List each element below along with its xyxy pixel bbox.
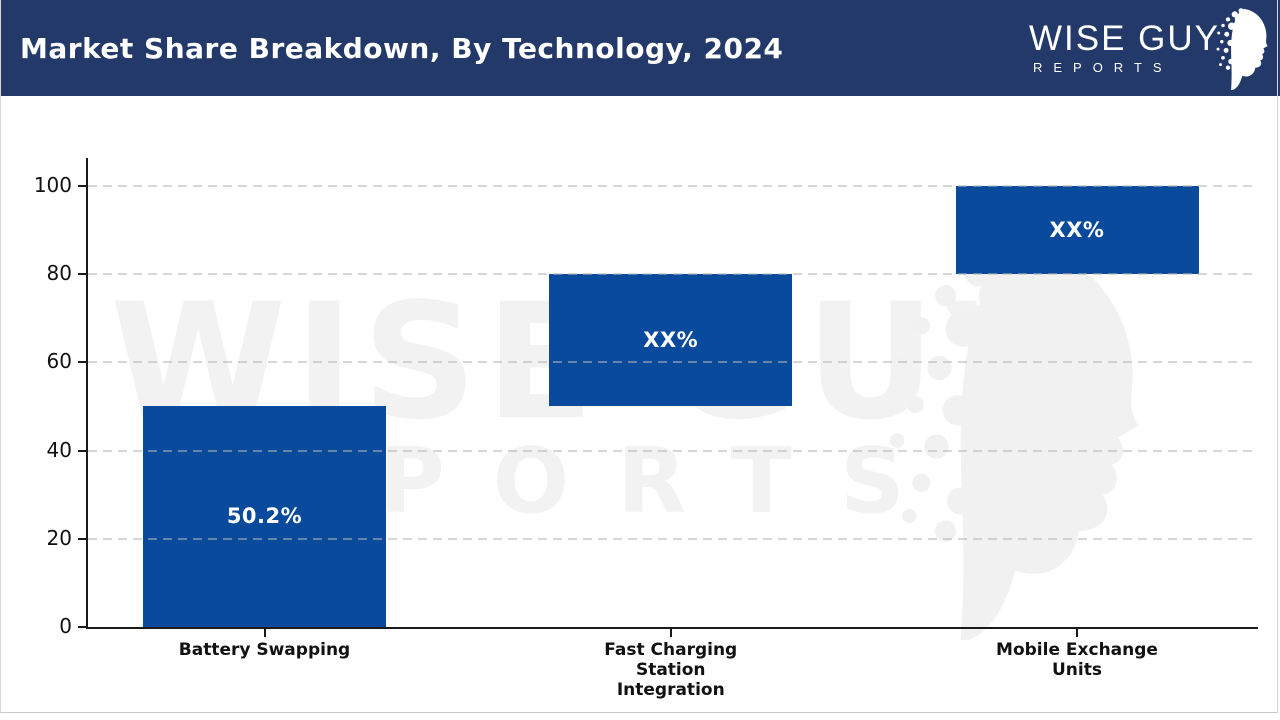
gridline-y-40 bbox=[88, 449, 1256, 452]
y-tick-60 bbox=[78, 361, 86, 364]
header-bar: Market Share Breakdown, By Technology, 2… bbox=[0, 0, 1280, 96]
wiseguy-logo-text: WISE GUY REPORTS bbox=[1028, 19, 1220, 76]
x-axis-spine bbox=[86, 627, 1258, 629]
watermark-head-icon bbox=[858, 226, 1160, 649]
y-tick-100 bbox=[78, 185, 86, 187]
category-label-1: Battery Swapping bbox=[178, 640, 351, 660]
bar-value-label-3: XX% bbox=[1049, 218, 1105, 243]
category-label-3: Mobile Exchange Units bbox=[996, 640, 1158, 680]
chart-title: Market Share Breakdown, By Technology, 2… bbox=[20, 31, 784, 65]
gridline-y-60 bbox=[88, 361, 1256, 364]
category-label-2: Fast Charging Station Integration bbox=[604, 640, 738, 700]
bar-2: XX% bbox=[549, 274, 793, 406]
bar-3: XX% bbox=[955, 186, 1199, 275]
gridline-y-80 bbox=[88, 273, 1256, 276]
x-tick-2 bbox=[669, 629, 672, 637]
logo-brand-subtitle: REPORTS bbox=[1032, 60, 1173, 75]
y-tick-label-100: 100 bbox=[33, 173, 72, 197]
gridline-y-20 bbox=[88, 537, 1256, 540]
y-tick-20 bbox=[78, 537, 86, 540]
y-tick-40 bbox=[78, 449, 86, 452]
bar-value-label-1: 50.2% bbox=[226, 504, 303, 529]
bar-value-label-2: XX% bbox=[643, 327, 699, 352]
logo-brand-name: WISE GUY bbox=[1028, 19, 1220, 58]
y-tick-0 bbox=[78, 626, 86, 628]
y-tick-label-60: 60 bbox=[46, 349, 72, 374]
y-tick-label-0: 0 bbox=[59, 614, 72, 638]
wiseguy-head-icon bbox=[1210, 5, 1272, 92]
bar-1: 50.2% bbox=[143, 405, 386, 627]
y-tick-label-20: 20 bbox=[46, 525, 72, 550]
y-axis-spine bbox=[86, 158, 88, 629]
y-tick-80 bbox=[78, 273, 86, 276]
x-tick-1 bbox=[263, 629, 266, 637]
wiseguy-logo: WISE GUY REPORTS bbox=[1029, 0, 1272, 96]
x-tick-3 bbox=[1076, 629, 1078, 637]
y-tick-label-80: 80 bbox=[46, 261, 72, 286]
y-tick-label-40: 40 bbox=[46, 437, 72, 462]
gridline-y-100 bbox=[88, 185, 1256, 187]
